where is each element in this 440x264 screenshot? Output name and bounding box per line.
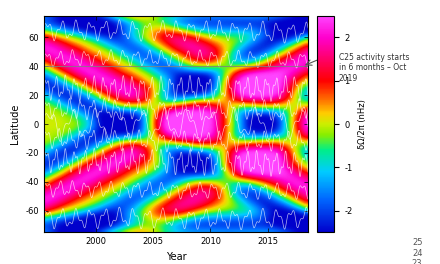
Text: C25 activity starts
in 6 months – Oct
2019: C25 activity starts in 6 months – Oct 20…: [339, 53, 409, 83]
Y-axis label: δΩ/2π (nHz): δΩ/2π (nHz): [358, 99, 367, 149]
Y-axis label: Latitude: Latitude: [10, 104, 20, 144]
Text: 24: 24: [412, 249, 422, 258]
Text: 25: 25: [412, 238, 422, 247]
Text: 23: 23: [412, 260, 422, 264]
X-axis label: Year: Year: [166, 252, 186, 262]
